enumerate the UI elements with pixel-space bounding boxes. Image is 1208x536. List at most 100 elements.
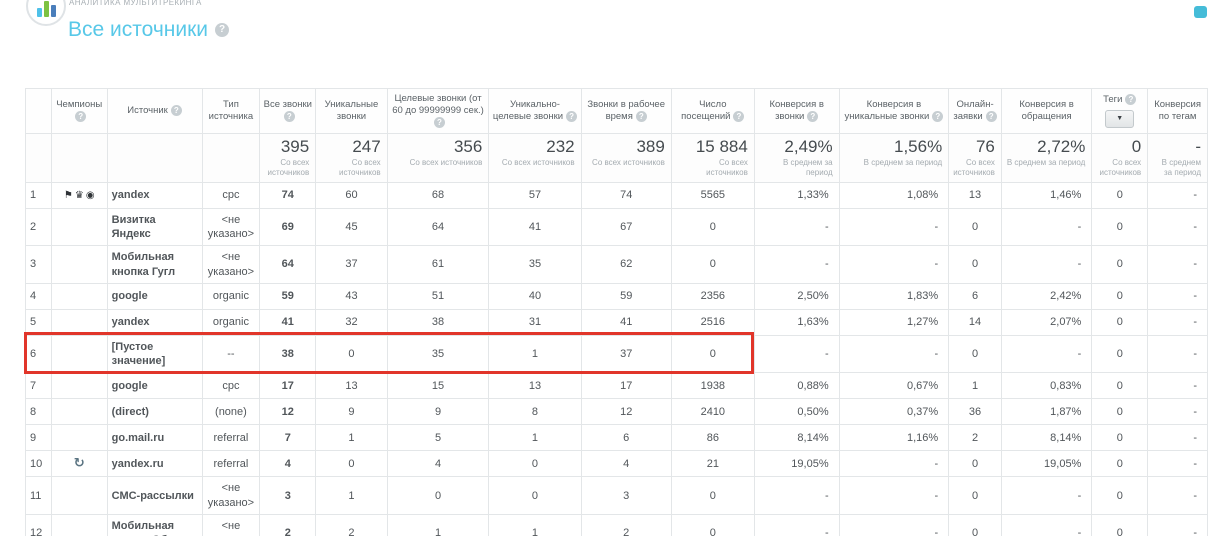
cell-conv_unique_calls: 1,16%	[838, 424, 950, 452]
cell-conv_calls: -	[753, 334, 840, 374]
table-row: 4 google organic 59 43 51 40 59 2356 2,50% 1,83% 6 2…	[25, 282, 1208, 310]
source-link[interactable]: Визитка Яндекс	[106, 207, 203, 247]
cell-all_calls: 2	[259, 514, 317, 536]
cell-target_calls: 15	[386, 372, 490, 400]
cell-visits: 0	[670, 207, 755, 247]
help-icon[interactable]: ?	[1125, 93, 1137, 105]
source-link[interactable]: Мобильная кнопка Гугл	[106, 245, 203, 284]
cell-work_time_calls: 17	[580, 372, 672, 400]
summary-num	[25, 132, 52, 183]
source-link[interactable]: yandex	[106, 308, 203, 336]
row-number: 9	[25, 424, 52, 452]
source-link[interactable]: (direct)	[106, 398, 203, 426]
cell-conv_tags: -	[1147, 207, 1208, 247]
source-type: <не указано>	[201, 207, 261, 247]
source-link[interactable]: go.mail.ru	[106, 424, 203, 452]
col-header-source[interactable]: Источник?	[106, 88, 203, 134]
summary-value: 389	[636, 136, 665, 156]
col-header-online_leads[interactable]: Онлайн-заявки?	[948, 88, 1002, 134]
cell-online_leads: 13	[948, 181, 1002, 209]
col-header-unique_calls[interactable]: Уникальные звонки	[315, 88, 388, 134]
col-header-all_calls[interactable]: Все звонки?	[259, 88, 317, 134]
help-icon[interactable]: ?	[932, 110, 944, 122]
cell-tags: 0	[1091, 334, 1149, 374]
champions-cell	[50, 372, 108, 400]
cell-all_calls: 17	[259, 372, 317, 400]
source-link[interactable]: yandex.ru	[106, 450, 203, 478]
help-icon[interactable]: ?	[733, 110, 745, 122]
col-header-work_time_calls[interactable]: Звонки в рабочее время?	[580, 88, 672, 134]
cell-conv_tags: -	[1147, 308, 1208, 336]
cell-unique_target_calls: 8	[488, 398, 582, 426]
cell-conv_unique_calls: 1,08%	[838, 181, 950, 209]
summary-value: 15 884	[695, 136, 748, 156]
column-label: Звонки в рабочее время	[587, 98, 666, 122]
champions-cell	[50, 245, 108, 284]
cell-tags: 0	[1091, 245, 1149, 284]
source-type: cpc	[201, 372, 261, 400]
champions-cell	[50, 334, 108, 374]
col-header-conv_unique_calls[interactable]: Конверсия в уникальные звонки?	[838, 88, 950, 134]
col-header-conv_appeals[interactable]: Конверсия в обращения	[1000, 88, 1093, 134]
col-header-visits[interactable]: Число посещений?	[670, 88, 755, 134]
source-link[interactable]: СМС-рассылки	[106, 476, 203, 516]
col-header-unique_target_calls[interactable]: Уникально-целевые звонки?	[488, 88, 582, 134]
col-header-conv_calls[interactable]: Конверсия в звонки?	[753, 88, 840, 134]
col-header-conv_tags[interactable]: Конверсия по тегам	[1147, 88, 1208, 134]
column-label: Онлайн-заявки	[953, 98, 994, 122]
column-label: Конверсия по тегам	[1154, 98, 1201, 122]
chat-icon[interactable]	[1194, 6, 1207, 18]
summary-tags: 0 Со всех источников	[1091, 132, 1149, 183]
col-header-tags[interactable]: Теги? ▼	[1091, 88, 1149, 134]
source-link[interactable]: google	[106, 282, 203, 310]
cell-unique_target_calls: 1	[488, 514, 582, 536]
cell-target_calls: 0	[386, 476, 490, 516]
col-header-champions[interactable]: Чемпионы?	[50, 88, 108, 134]
logo-bar-icon	[36, 8, 42, 17]
col-header-type[interactable]: Тип источника	[201, 88, 261, 134]
cell-online_leads: 14	[948, 308, 1002, 336]
cell-online_leads: 1	[948, 372, 1002, 400]
summary-visits: 15 884 Со всех источников	[670, 132, 755, 183]
row-number: 12	[25, 514, 52, 536]
cell-conv_appeals: 1,87%	[1000, 398, 1093, 426]
source-link[interactable]: [Пустое значение]	[106, 334, 203, 374]
table-row: 2 Визитка Яндекс <не указано> 69 45 64 41 67 0- -…	[25, 207, 1208, 247]
summary-value: 2,72%	[1037, 136, 1086, 156]
help-icon[interactable]: ?	[985, 110, 997, 122]
cell-conv_tags: -	[1147, 476, 1208, 516]
col-header-num[interactable]	[25, 88, 52, 134]
cell-unique_calls: 60	[315, 181, 388, 209]
source-link[interactable]: google	[106, 372, 203, 400]
cell-work_time_calls: 62	[580, 245, 672, 284]
help-icon[interactable]: ?	[283, 110, 295, 122]
help-icon[interactable]: ?	[170, 104, 182, 116]
summary-online_leads: 76 Со всех источников	[948, 132, 1002, 183]
cell-tags: 0	[1091, 450, 1149, 478]
cell-target_calls: 4	[386, 450, 490, 478]
help-icon[interactable]: ?	[434, 116, 445, 128]
champions-cell	[50, 398, 108, 426]
row-number: 10	[25, 450, 52, 478]
help-icon[interactable]: ?	[75, 110, 87, 122]
champions-cell: ↻	[50, 450, 108, 478]
summary-caption: Со всех источников	[706, 157, 748, 177]
help-icon[interactable]: ?	[635, 110, 647, 122]
column-label: Число посещений	[681, 98, 731, 122]
help-icon[interactable]: ?	[215, 23, 230, 37]
cell-conv_tags: -	[1147, 282, 1208, 310]
source-link[interactable]: yandex	[106, 181, 203, 209]
help-icon[interactable]: ?	[807, 110, 819, 122]
cell-unique_calls: 0	[315, 334, 388, 374]
cell-target_calls: 1	[386, 514, 490, 536]
col-header-target_calls[interactable]: Целевые звонки (от 60 до 99999999 сек.)?	[386, 88, 490, 134]
tags-filter-button[interactable]: ▼	[1105, 109, 1135, 128]
cell-conv_tags: -	[1147, 514, 1208, 536]
cell-conv_calls: -	[753, 207, 840, 247]
row-number: 4	[25, 282, 52, 310]
help-icon[interactable]: ?	[566, 110, 578, 122]
champions-cell	[50, 308, 108, 336]
app-logo[interactable]	[26, 0, 66, 26]
source-link[interactable]: Мобильная кнопка Общая	[106, 514, 203, 536]
